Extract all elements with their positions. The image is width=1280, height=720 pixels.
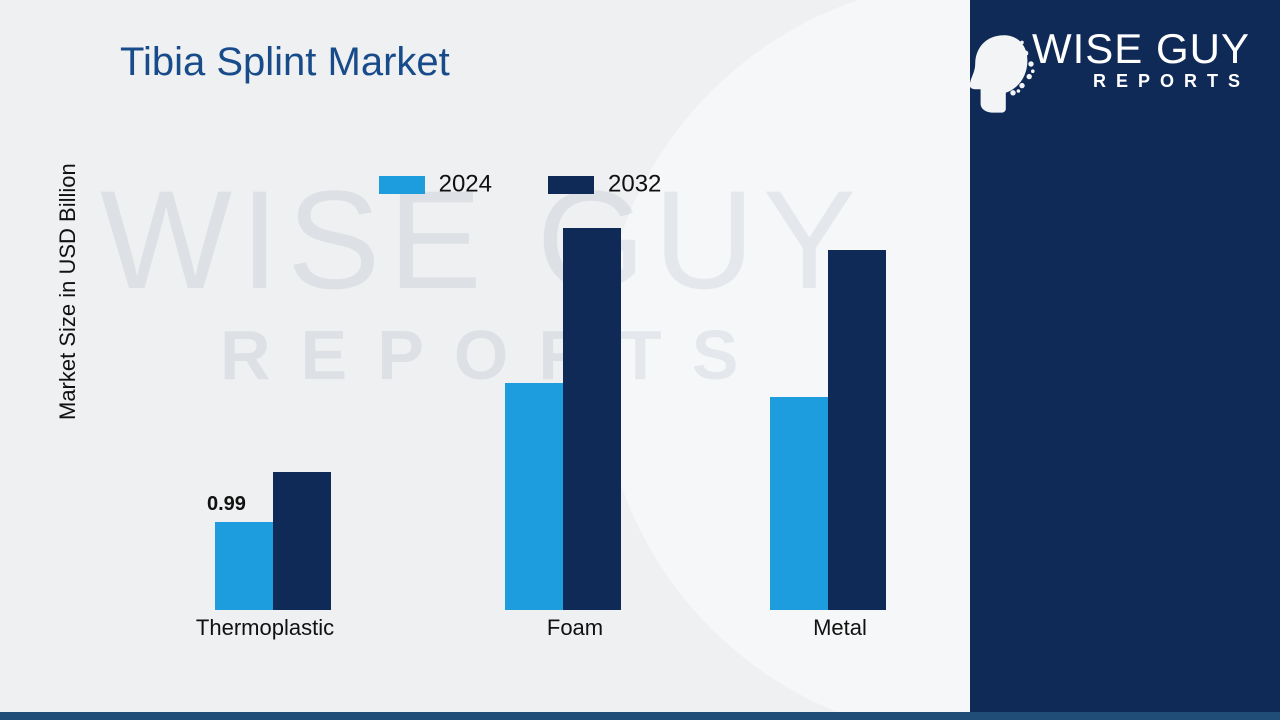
bar-value-label: 0.99 bbox=[207, 493, 246, 516]
brand-logo: WISE GUY REPORTS bbox=[1032, 28, 1250, 90]
chart-title: Tibia Splint Market bbox=[120, 40, 450, 85]
bar bbox=[563, 228, 621, 610]
bar bbox=[215, 522, 273, 610]
brand-line1: WISE GUY bbox=[1032, 28, 1250, 70]
category-label: Thermoplastic bbox=[195, 615, 335, 641]
legend-item: 2032 bbox=[548, 170, 661, 199]
brand-line2: REPORTS bbox=[1032, 72, 1250, 90]
brand-head-icon bbox=[950, 28, 1040, 118]
bar bbox=[770, 397, 828, 610]
bar bbox=[828, 250, 886, 610]
decor-bottom-strip bbox=[0, 712, 1280, 720]
y-axis-label: Market Size in USD Billion bbox=[55, 163, 81, 420]
legend-swatch bbox=[548, 176, 594, 194]
bar bbox=[505, 383, 563, 610]
chart-canvas: WISE GUY REPORTS Tibia Splint Market WIS… bbox=[0, 0, 1280, 720]
category-label: Foam bbox=[505, 615, 645, 641]
bar bbox=[273, 472, 331, 610]
legend-label: 2032 bbox=[608, 171, 661, 198]
legend: 2024 2032 bbox=[105, 170, 935, 199]
legend-item: 2024 bbox=[379, 170, 492, 199]
chart-area: 20242032 Market Size in USD Billion 0.99… bbox=[105, 170, 935, 670]
legend-swatch bbox=[379, 176, 425, 194]
category-label: Metal bbox=[770, 615, 910, 641]
plot-area: 0.99 bbox=[195, 210, 925, 610]
legend-label: 2024 bbox=[439, 171, 492, 198]
